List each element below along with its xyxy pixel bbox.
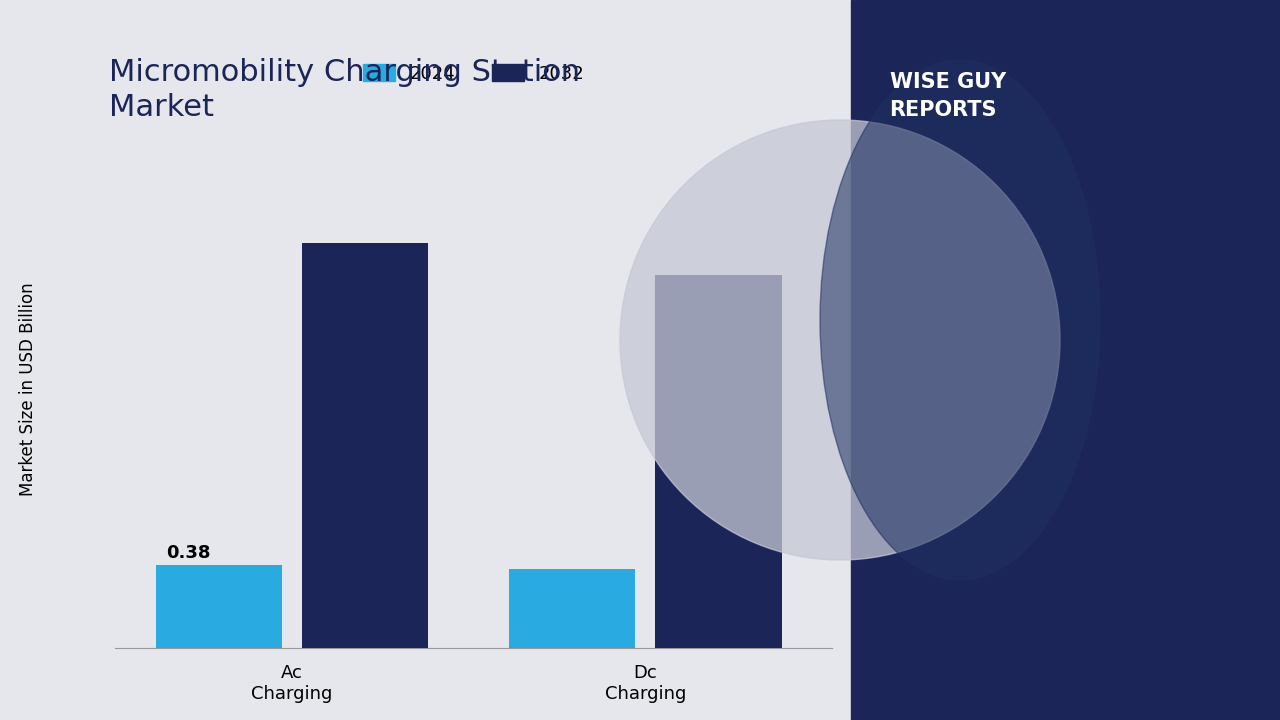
Bar (509, 569, 635, 648)
Text: Micromobility Charging Station
Market: Micromobility Charging Station Market (109, 58, 580, 122)
Bar (302, 243, 429, 648)
Bar (156, 564, 282, 648)
Text: Market Size in USD Billion: Market Size in USD Billion (19, 282, 37, 495)
Legend: 2024, 2032: 2024, 2032 (356, 58, 591, 90)
Text: WISE GUY
REPORTS: WISE GUY REPORTS (890, 72, 1006, 120)
Text: 0.38: 0.38 (166, 544, 210, 562)
Bar (655, 276, 782, 648)
